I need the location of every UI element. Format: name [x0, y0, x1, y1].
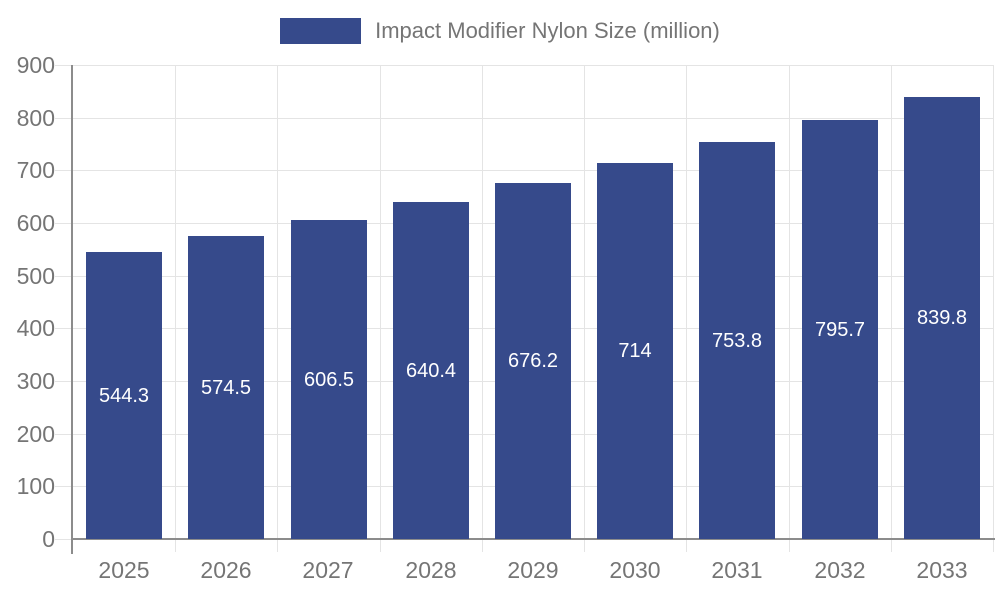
- x-gridline: [482, 65, 483, 539]
- x-axis-tick: [380, 539, 381, 552]
- x-tick-label: 2028: [405, 557, 457, 583]
- x-tick-label: 2030: [609, 557, 661, 583]
- bar-value-label: 606.5: [303, 369, 355, 391]
- legend-swatch: [280, 18, 362, 44]
- x-axis-line: [71, 538, 995, 540]
- bar-value-label: 795.7: [814, 319, 866, 341]
- legend-series-label: Impact Modifier Nylon Size (million): [375, 18, 720, 43]
- y-axis-tick: [55, 486, 73, 487]
- bar-value-label: 839.8: [916, 307, 968, 329]
- x-tick-label: 2027: [302, 557, 354, 583]
- x-axis-tick: [277, 539, 278, 552]
- x-gridline: [175, 65, 176, 539]
- x-gridline: [686, 65, 687, 539]
- x-gridline: [891, 65, 892, 539]
- bar-value-label: 574.5: [200, 377, 252, 399]
- y-gridline: [73, 170, 993, 171]
- y-axis-tick: [55, 223, 73, 224]
- y-gridline: [73, 118, 993, 119]
- x-axis-tick: [584, 539, 585, 552]
- x-gridline: [380, 65, 381, 539]
- y-tick-label: 900: [16, 52, 55, 78]
- x-axis-tick: [175, 539, 176, 552]
- bar-value-label: 714: [618, 340, 652, 362]
- y-axis-line: [71, 65, 73, 554]
- y-tick-label: 600: [16, 210, 55, 236]
- x-axis-tick: [482, 539, 483, 552]
- y-tick-label: 100: [16, 473, 55, 499]
- bar-value-label: 544.3: [98, 385, 150, 407]
- y-axis-tick: [55, 170, 73, 171]
- bar: [188, 236, 264, 539]
- x-tick-label: 2025: [98, 557, 150, 583]
- y-axis-tick: [55, 276, 73, 277]
- bar-value-label: 640.4: [405, 360, 457, 382]
- x-axis-tick: [891, 539, 892, 552]
- y-axis-tick: [55, 434, 73, 435]
- legend: Impact Modifier Nylon Size (million): [0, 15, 1000, 47]
- y-tick-label: 300: [16, 368, 55, 394]
- x-gridline: [789, 65, 790, 539]
- x-tick-label: 2029: [507, 557, 559, 583]
- y-axis-tick: [55, 65, 73, 66]
- plot-top-border: [73, 65, 993, 66]
- x-tick-label: 2026: [200, 557, 252, 583]
- bar: [495, 183, 571, 539]
- y-tick-label: 800: [16, 105, 55, 131]
- y-axis-tick: [55, 381, 73, 382]
- plot-right-border: [993, 65, 994, 539]
- bar-value-label: 676.2: [507, 350, 559, 372]
- y-axis-tick: [55, 118, 73, 119]
- bar: [699, 142, 775, 539]
- y-axis-tick: [55, 539, 73, 540]
- y-tick-label: 0: [42, 526, 55, 552]
- x-tick-label: 2033: [916, 557, 968, 583]
- bar: [291, 220, 367, 539]
- x-axis-tick: [789, 539, 790, 552]
- x-tick-label: 2032: [814, 557, 866, 583]
- x-gridline: [277, 65, 278, 539]
- y-tick-label: 700: [16, 157, 55, 183]
- bar: [802, 120, 878, 539]
- x-gridline: [584, 65, 585, 539]
- bar: [597, 163, 673, 539]
- y-axis-tick: [55, 328, 73, 329]
- bar: [393, 202, 469, 539]
- y-tick-label: 200: [16, 421, 55, 447]
- x-tick-label: 2031: [711, 557, 763, 583]
- y-tick-label: 500: [16, 263, 55, 289]
- bar: [904, 97, 980, 539]
- x-axis-tick: [686, 539, 687, 552]
- bar-value-label: 753.8: [711, 330, 763, 352]
- bar: [86, 252, 162, 539]
- y-tick-label: 400: [16, 315, 55, 341]
- x-axis-tick: [993, 539, 994, 552]
